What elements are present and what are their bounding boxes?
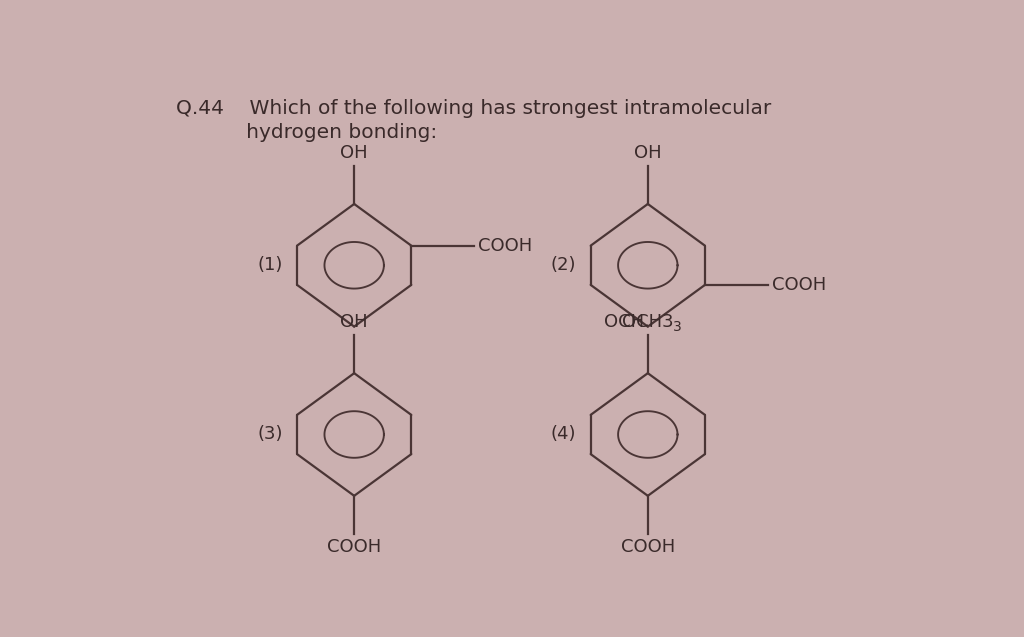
Text: hydrogen bonding:: hydrogen bonding:	[176, 123, 437, 142]
Text: COOH: COOH	[621, 538, 675, 555]
Text: COOH: COOH	[327, 538, 381, 555]
Text: OH: OH	[340, 313, 368, 331]
Text: OCH3: OCH3	[622, 313, 674, 331]
Text: OCH: OCH	[604, 313, 644, 331]
Text: OH: OH	[634, 144, 662, 162]
Text: 3: 3	[673, 320, 682, 334]
Text: (4): (4)	[551, 426, 577, 443]
Text: COOH: COOH	[772, 276, 826, 294]
Text: COOH: COOH	[478, 237, 532, 255]
Text: OH: OH	[340, 144, 368, 162]
Text: (3): (3)	[257, 426, 283, 443]
Text: Q.44    Which of the following has strongest intramolecular: Q.44 Which of the following has stronges…	[176, 99, 771, 117]
Text: (1): (1)	[257, 256, 283, 275]
Text: (2): (2)	[551, 256, 577, 275]
